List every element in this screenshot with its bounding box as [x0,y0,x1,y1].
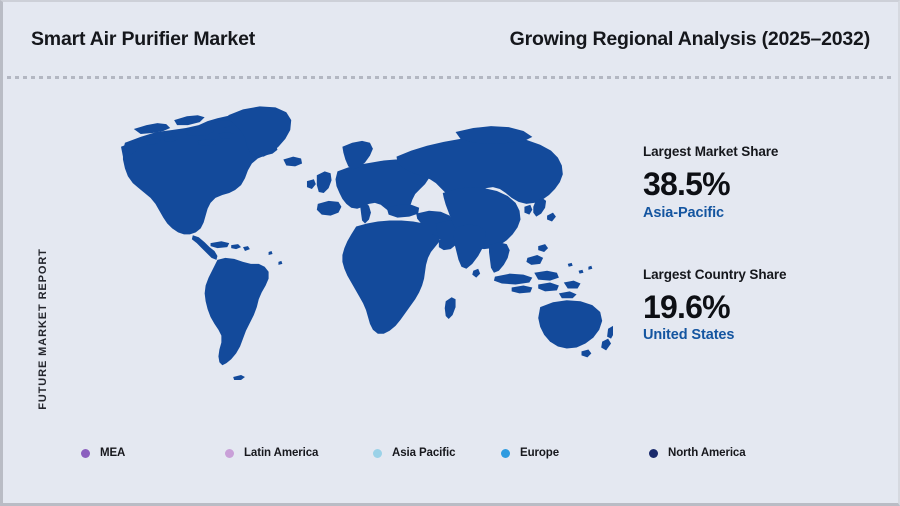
legend-dot-icon [225,448,234,458]
brand-watermark-label: FUTURE MARKET REPORT [37,248,50,410]
legend-item-asia-pacific: Asia Pacific [373,447,501,459]
legend-label: Asia Pacific [392,447,456,459]
legend-item-europe: Europe [501,447,649,459]
map-region-iceland [283,156,303,167]
stat-largest-country-share: Largest Country Share 19.6% United State… [643,267,883,344]
stat-value: 38.5% [643,166,731,202]
stat-label: Largest Country Share [643,266,787,282]
map-region-iberia [316,200,342,216]
brand-watermark: FUTURE MARKET REPORT [33,234,53,424]
map-region-russia [396,135,563,204]
world-map-svg [121,106,613,380]
map-region-sri-lanka [472,268,481,278]
map-region-scandinavia [342,140,373,170]
page-subtitle: Growing Regional Analysis (2025–2032) [509,27,871,50]
map-islands-falkland [233,375,245,380]
map-islands-indonesia [493,244,581,299]
legend-dot-icon [81,448,90,458]
legend-dot-icon [649,448,658,458]
map-region-alaska [121,142,139,157]
legend-label: Europe [520,447,560,459]
legend-label: MEA [100,447,126,459]
legend-dot-icon [501,448,510,458]
legend-label: North America [668,447,746,459]
header: Smart Air Purifier Market Growing Region… [3,2,898,76]
map-region-north-america [122,113,278,235]
legend-item-mea: MEA [81,447,225,459]
map-region-madagascar [444,297,456,319]
map-legend: MEA Latin America Asia Pacific Europe No… [81,447,791,459]
map-region-korea [524,204,533,215]
map-region-italy [360,202,371,224]
map-region-central-america [191,235,218,260]
world-map [121,98,613,410]
map-islands-pacific [268,251,593,274]
map-region-siberia-north [455,126,533,144]
legend-item-latin-america: Latin America [225,447,373,459]
map-region-australia [538,300,603,349]
map-region-tasmania [581,349,592,358]
map-region-greenland [228,106,292,157]
map-region-anatolia [386,204,420,218]
map-region-british-isles [306,171,332,193]
map-islands-caribbean [210,241,250,252]
map-region-africa [342,220,441,334]
stat-largest-market-share: Largest Market Share 38.5% Asia-Pacific [643,144,883,221]
header-divider [7,76,894,79]
stat-label: Largest Market Share [643,144,779,159]
map-region-india [453,224,487,269]
map-islands-canadian-arctic [133,115,235,146]
legend-item-north-america: North America [649,447,746,459]
legend-label: Latin America [244,447,319,459]
map-region-south-america [204,257,269,366]
stat-value: 19.6% [643,288,731,325]
stats-panel: Largest Market Share 38.5% Asia-Pacific … [643,144,883,343]
map-landmasses [121,106,613,380]
map-region-southeast-asia [489,242,510,273]
stat-region: Asia-Pacific [643,204,725,221]
page-title: Smart Air Purifier Market [31,27,256,50]
legend-dot-icon [373,448,382,458]
stat-region: United States [643,327,735,344]
map-region-europe [335,159,430,215]
map-region-japan [533,197,556,222]
map-region-new-zealand [601,325,613,351]
